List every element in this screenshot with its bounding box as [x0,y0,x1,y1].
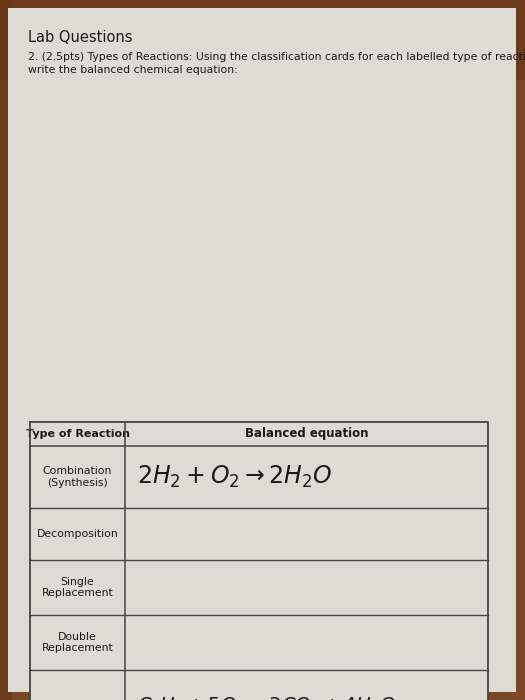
Text: Type of Reaction: Type of Reaction [26,429,130,439]
Text: Decomposition: Decomposition [37,529,118,539]
Text: 2. (2.5pts) Types of Reactions: Using the classification cards for each labelled: 2. (2.5pts) Types of Reactions: Using th… [28,52,525,75]
Text: Balanced equation: Balanced equation [245,428,368,440]
Text: $2H_2 + O_2 \rightarrow 2H_2O$: $2H_2 + O_2 \rightarrow 2H_2O$ [137,464,332,490]
Text: Combination
(Synthesis): Combination (Synthesis) [43,466,112,488]
Text: Lab Questions: Lab Questions [28,30,132,45]
FancyBboxPatch shape [30,422,488,700]
Text: Double
Replacement: Double Replacement [41,631,113,653]
Text: $C_3H_8 + 5O_2 \rightarrow 3CO_2 + 4H_2O$: $C_3H_8 + 5O_2 \rightarrow 3CO_2 + 4H_2O… [137,695,396,700]
FancyBboxPatch shape [8,8,516,692]
FancyBboxPatch shape [0,0,12,700]
Text: Single
Replacement: Single Replacement [41,577,113,598]
FancyBboxPatch shape [0,0,525,80]
FancyBboxPatch shape [8,8,516,692]
